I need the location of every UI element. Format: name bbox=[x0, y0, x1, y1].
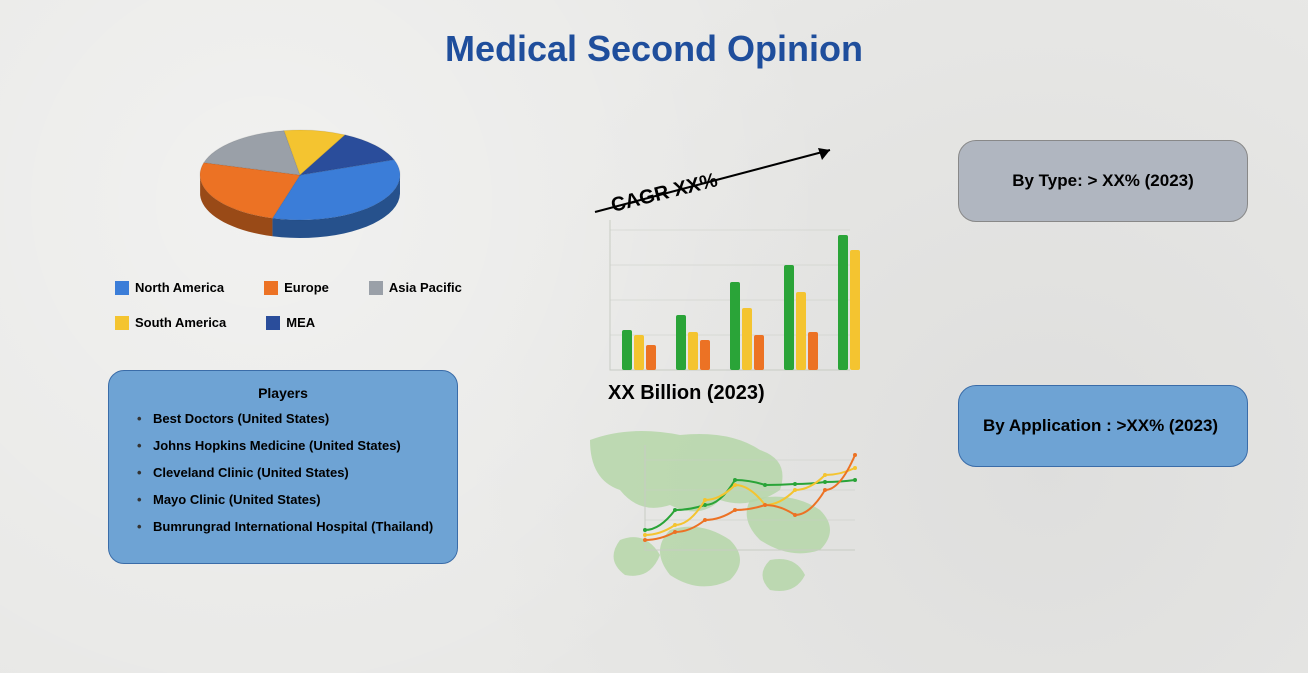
legend-label: Asia Pacific bbox=[389, 280, 462, 295]
legend-label: Europe bbox=[284, 280, 329, 295]
player-item: Johns Hopkins Medicine (United States) bbox=[131, 438, 435, 455]
legend-item: Asia Pacific bbox=[369, 280, 462, 295]
xx-billion-label: XX Billion (2023) bbox=[608, 382, 765, 405]
pie-legend: North America Europe Asia Pacific South Am… bbox=[115, 280, 495, 350]
legend-item: MEA bbox=[266, 315, 315, 330]
player-item: Mayo Clinic (United States) bbox=[131, 492, 435, 509]
legend-item: North America bbox=[115, 280, 224, 295]
player-item: Bumrungrad International Hospital (Thail… bbox=[131, 519, 435, 536]
legend-label: South America bbox=[135, 315, 226, 330]
legend-swatch bbox=[369, 281, 383, 295]
bar-chart bbox=[600, 210, 860, 380]
pie-chart bbox=[180, 120, 420, 250]
page-title: Medical Second Opinion bbox=[445, 28, 863, 70]
by-application-box: By Application : >XX% (2023) bbox=[958, 385, 1248, 467]
by-type-box: By Type: > XX% (2023) bbox=[958, 140, 1248, 222]
legend-swatch bbox=[115, 281, 129, 295]
legend-item: South America bbox=[115, 315, 226, 330]
legend-label: North America bbox=[135, 280, 224, 295]
players-box: Players Best Doctors (United States) John… bbox=[108, 370, 458, 564]
legend-label: MEA bbox=[286, 315, 315, 330]
legend-swatch bbox=[115, 316, 129, 330]
legend-item: Europe bbox=[264, 280, 329, 295]
center-visuals: CAGR XX% XX Billion (2023) bbox=[530, 130, 880, 610]
players-title: Players bbox=[131, 385, 435, 401]
line-chart bbox=[640, 440, 860, 590]
legend-swatch bbox=[264, 281, 278, 295]
player-item: Cleveland Clinic (United States) bbox=[131, 465, 435, 482]
players-list: Best Doctors (United States) Johns Hopkin… bbox=[131, 411, 435, 535]
player-item: Best Doctors (United States) bbox=[131, 411, 435, 428]
legend-swatch bbox=[266, 316, 280, 330]
